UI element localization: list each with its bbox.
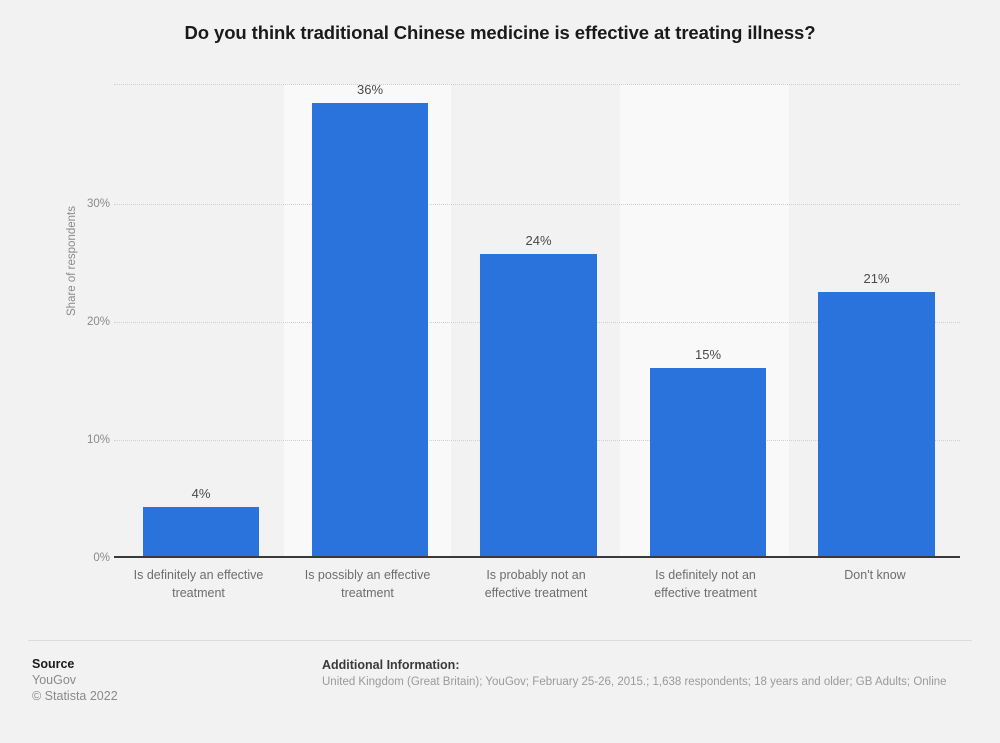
footer-divider [28, 640, 972, 641]
x-category-label-line: Is probably not an [486, 568, 586, 582]
x-category-label-line: effective treatment [484, 586, 588, 600]
gridline-30 [114, 204, 960, 205]
bar-is-possibly-an-effective-treatment[interactable] [312, 103, 428, 557]
x-category-label-line: treatment [172, 586, 225, 600]
x-category-label-4: Don't know [790, 566, 960, 584]
y-tick-label-0: 0% [93, 552, 110, 564]
y-axis: 30% 20% 10% 0% Share of respondents [42, 0, 110, 743]
x-category-label-1: Is possibly an effective treatment [284, 566, 451, 602]
bar-is-definitely-not-an-effective-treatment[interactable] [650, 368, 766, 557]
chart-plot-area: 4% 36% 24% 15% 21% [114, 82, 960, 557]
y-tick-label-20: 20% [86, 316, 110, 328]
y-axis-title: Share of respondents [66, 206, 78, 316]
bar-value-label: 36% [356, 82, 384, 97]
x-category-label-0: Is definitely an effective treatment [114, 566, 283, 602]
additional-information-text: United Kingdom (Great Britain); YouGov; … [322, 676, 947, 688]
source-block: Source YouGov © Statista 2022 [32, 656, 312, 704]
source-name[interactable]: YouGov [32, 673, 77, 687]
x-category-label-line: Is definitely an effective [133, 568, 264, 582]
x-category-label-line: Don't know [844, 568, 906, 582]
x-category-label-2: Is probably not an effective treatment [452, 566, 620, 602]
x-category-label-line: Is possibly an effective [304, 568, 431, 582]
bar-value-label: 24% [525, 233, 552, 248]
x-axis-line [114, 556, 960, 558]
copyright-text: © Statista 2022 [32, 689, 118, 703]
y-tick-label-10: 10% [86, 434, 110, 446]
bar-value-label: 4% [191, 486, 211, 501]
x-category-label-3: Is definitely not an effective treatment [621, 566, 790, 602]
bar-dont-know[interactable] [818, 292, 935, 557]
bar-is-definitely-an-effective-treatment[interactable] [143, 507, 259, 557]
x-category-label-line: effective treatment [654, 586, 757, 600]
y-tick-label-30: 30% [86, 198, 110, 210]
x-category-label-line: treatment [341, 586, 394, 600]
bar-value-label: 15% [694, 347, 722, 362]
bar-value-label: 21% [863, 271, 890, 286]
x-category-label-line: Is definitely not an [655, 568, 756, 582]
additional-information-block: Additional Information: United Kingdom (… [322, 657, 1000, 691]
bar-is-probably-not-an-effective-treatment[interactable] [480, 254, 597, 557]
gridline-top [114, 84, 960, 85]
source-heading: Source [32, 657, 75, 671]
additional-information-heading: Additional Information: [322, 658, 460, 672]
page-title: Do you think traditional Chinese medicin… [184, 22, 816, 43]
